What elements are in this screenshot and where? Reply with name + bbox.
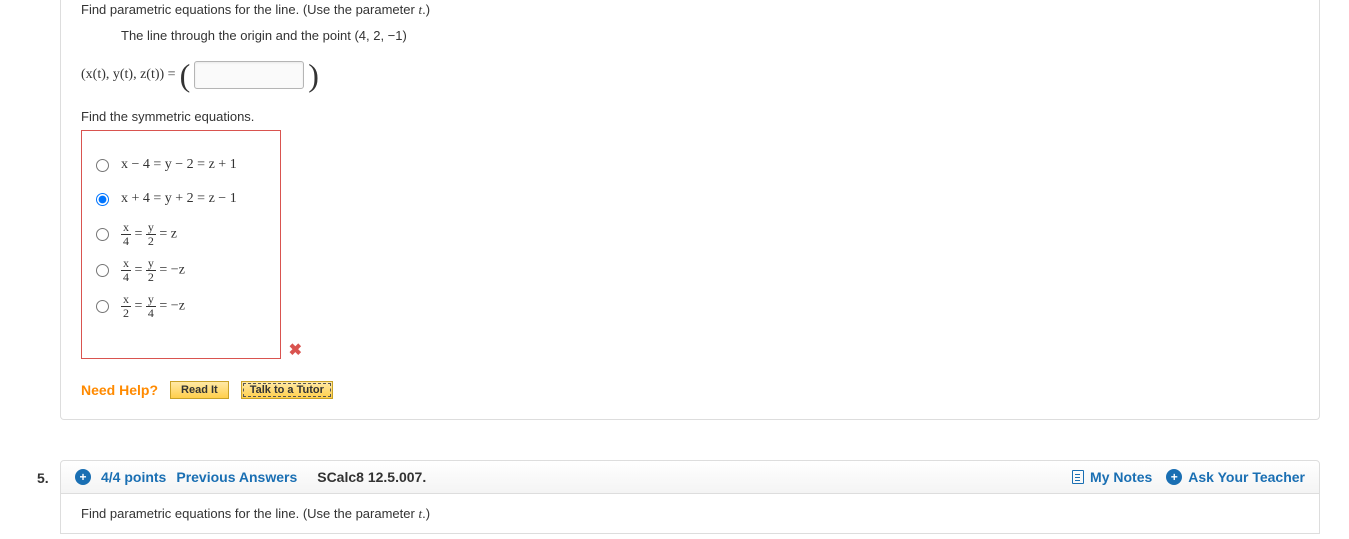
talk-to-tutor-button[interactable]: Talk to a Tutor bbox=[241, 381, 333, 399]
option-5-frac2: y4 bbox=[146, 293, 156, 319]
plus-icon: + bbox=[1166, 469, 1182, 485]
option-1-radio[interactable] bbox=[96, 159, 109, 172]
option-3-radio[interactable] bbox=[96, 228, 109, 241]
need-help-row: Need Help? Read It Talk to a Tutor bbox=[81, 381, 1299, 399]
notes-icon bbox=[1072, 470, 1084, 484]
open-paren: ( bbox=[180, 59, 191, 91]
my-notes-text: My Notes bbox=[1090, 469, 1152, 485]
option-4-radio[interactable] bbox=[96, 264, 109, 277]
option-1-text: x − 4 = y − 2 = z + 1 bbox=[121, 157, 237, 173]
need-help-label: Need Help? bbox=[81, 382, 158, 398]
question-1-body: Find parametric equations for the line. … bbox=[61, 0, 1319, 399]
points-label: 4/4 points bbox=[101, 469, 166, 485]
my-notes-link[interactable]: My Notes bbox=[1072, 469, 1152, 485]
option-3-frac2: y2 bbox=[146, 221, 156, 247]
read-it-button[interactable]: Read It bbox=[170, 381, 229, 399]
parametric-answer-input[interactable] bbox=[194, 61, 304, 89]
symmetric-label: Find the symmetric equations. bbox=[81, 109, 1299, 124]
option-4-frac1: x4 bbox=[121, 257, 131, 283]
expand-icon[interactable]: + bbox=[75, 469, 91, 485]
q1-prompt: Find parametric equations for the line. … bbox=[81, 0, 1299, 20]
lhs-label: (x(t), y(t), z(t)) = bbox=[81, 67, 176, 83]
option-3-math: x4 = y2 = z bbox=[121, 221, 177, 247]
multiple-choice-box: x − 4 = y − 2 = z + 1 x + 4 = y + 2 = z … bbox=[81, 130, 281, 359]
option-5-math: x2 = y4 = −z bbox=[121, 293, 185, 319]
header-left: + 4/4 points Previous Answers SCalc8 12.… bbox=[75, 469, 426, 485]
option-3-frac1: x4 bbox=[121, 221, 131, 247]
option-2-radio[interactable] bbox=[96, 193, 109, 206]
parametric-answer-row: (x(t), y(t), z(t)) = ( ) bbox=[81, 59, 1299, 91]
q5-prompt-prefix: Find parametric equations for the line. … bbox=[81, 506, 418, 521]
option-1[interactable]: x − 4 = y − 2 = z + 1 bbox=[96, 153, 260, 177]
option-2[interactable]: x + 4 = y + 2 = z − 1 bbox=[96, 187, 260, 211]
option-3-rhs: = z bbox=[159, 226, 177, 241]
option-4-rhs: = −z bbox=[159, 263, 185, 278]
option-5[interactable]: x2 = y4 = −z bbox=[96, 293, 260, 319]
option-3[interactable]: x4 = y2 = z bbox=[96, 221, 260, 247]
question-1-container: Find parametric equations for the line. … bbox=[60, 0, 1320, 420]
option-4[interactable]: x4 = y2 = −z bbox=[96, 257, 260, 283]
previous-answers-link[interactable]: Previous Answers bbox=[176, 469, 297, 485]
option-5-rhs: = −z bbox=[159, 299, 185, 314]
close-paren: ) bbox=[308, 59, 319, 91]
q1-prompt-prefix: Find parametric equations for the line. … bbox=[81, 2, 418, 17]
q1-prompt-suffix: .) bbox=[422, 2, 430, 17]
option-2-text: x + 4 = y + 2 = z − 1 bbox=[121, 191, 237, 207]
book-reference: SCalc8 12.5.007. bbox=[317, 469, 426, 485]
q1-subprompt: The line through the origin and the poin… bbox=[121, 26, 1299, 46]
header-right: My Notes + Ask Your Teacher bbox=[1072, 469, 1305, 485]
option-5-frac1: x2 bbox=[121, 293, 131, 319]
q5-prompt: Find parametric equations for the line. … bbox=[81, 504, 1299, 524]
ask-teacher-link[interactable]: + Ask Your Teacher bbox=[1166, 469, 1305, 485]
question-number: 5. bbox=[37, 470, 49, 486]
option-4-frac2: y2 bbox=[146, 257, 156, 283]
option-4-math: x4 = y2 = −z bbox=[121, 257, 185, 283]
question-5-body: Find parametric equations for the line. … bbox=[60, 494, 1320, 535]
q5-prompt-suffix: .) bbox=[422, 506, 430, 521]
question-5-header: 5. + 4/4 points Previous Answers SCalc8 … bbox=[60, 460, 1320, 494]
ask-teacher-text: Ask Your Teacher bbox=[1188, 469, 1305, 485]
wrong-icon: ✖ bbox=[289, 340, 302, 360]
option-5-radio[interactable] bbox=[96, 300, 109, 313]
